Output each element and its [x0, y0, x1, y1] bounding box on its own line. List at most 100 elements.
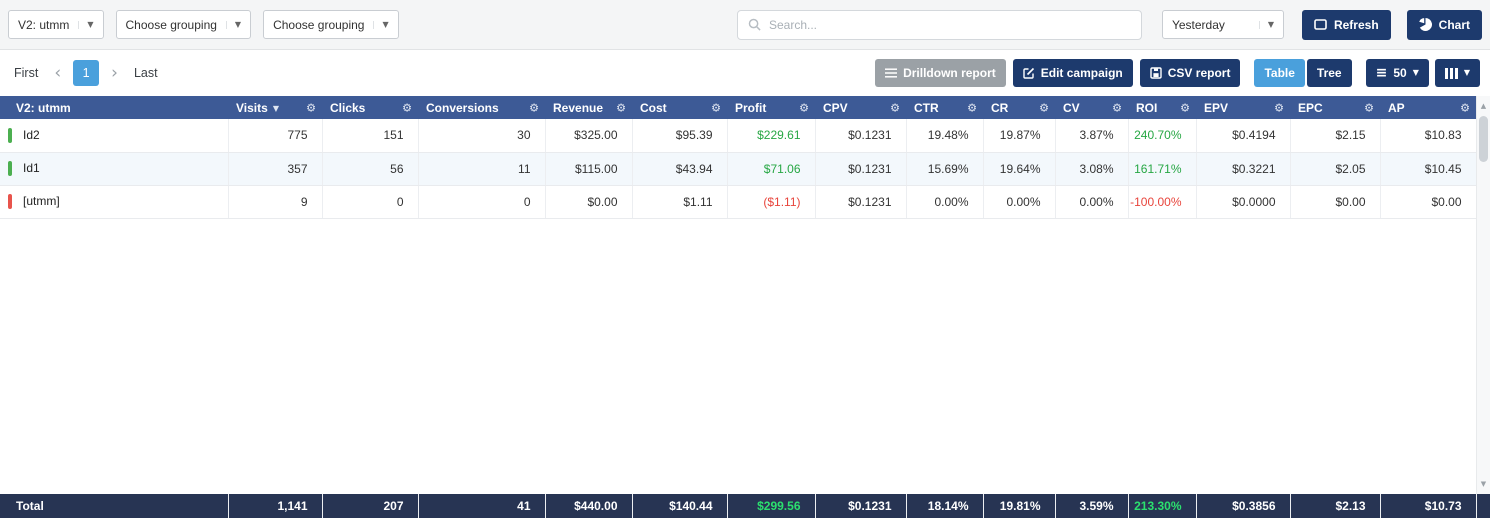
date-range-select[interactable]: Yesterday ▼	[1161, 10, 1284, 39]
total-cr: 19.81%	[983, 494, 1056, 518]
row-name: [utmm]	[23, 193, 60, 208]
cell-cr: 19.64%	[983, 152, 1056, 186]
column-header-epc[interactable]: EPC ⚙	[1290, 96, 1380, 119]
grouping-select-1[interactable]: Choose grouping ▼	[115, 10, 252, 39]
column-header-conversions[interactable]: Conversions ⚙	[418, 96, 545, 119]
total-visits: 1,141	[228, 494, 323, 518]
cell-revenue: $115.00	[545, 152, 633, 186]
table-row[interactable]: [utmm] 9 0 0 $0.00 $1.11 ($1.11) $0.1231 0.00% 0.…	[0, 185, 1477, 219]
column-settings-gear-icon[interactable]: ⚙	[1039, 101, 1049, 114]
actions-bar: First ‹ 1 › Last Drilldown report Edit c…	[0, 50, 1490, 96]
column-settings-gear-icon[interactable]: ⚙	[890, 101, 900, 114]
scrollbar-thumb[interactable]	[1479, 116, 1488, 162]
scroll-down-arrow[interactable]: ▼	[1480, 480, 1487, 488]
columns-button[interactable]: ▼	[1434, 59, 1480, 87]
column-label: CTR	[914, 100, 939, 115]
edit-campaign-button[interactable]: Edit campaign	[1012, 59, 1133, 87]
cell-profit: $229.61	[727, 119, 816, 153]
cell-ctr: 0.00%	[906, 185, 984, 219]
chart-button[interactable]: Chart	[1406, 9, 1482, 40]
column-header-cr[interactable]: CR ⚙	[983, 96, 1055, 119]
grouping-select-2[interactable]: Choose grouping ▼	[263, 10, 399, 39]
cell-epv: $0.0000	[1196, 185, 1291, 219]
column-header-cpv[interactable]: CPV ⚙	[815, 96, 906, 119]
hamburger-icon: ≡	[1375, 65, 1388, 81]
column-header-visits[interactable]: Visits ▼ ⚙	[228, 96, 322, 119]
column-settings-gear-icon[interactable]: ⚙	[402, 101, 412, 114]
column-label: CPV	[823, 100, 848, 115]
column-header-name[interactable]: V2: utmm	[0, 96, 228, 119]
pagination-first[interactable]: First	[14, 66, 39, 80]
cell-cr: 0.00%	[983, 185, 1056, 219]
column-settings-gear-icon[interactable]: ⚙	[711, 101, 721, 114]
column-settings-gear-icon[interactable]: ⚙	[1460, 101, 1470, 114]
chevron-down-icon: ▼	[225, 20, 241, 29]
report-table-area: V2: utmm Visits ▼ ⚙ Clicks ⚙ Conversions ⚙ Reve…	[0, 96, 1490, 494]
column-label: Visits	[236, 100, 268, 115]
table-view-button[interactable]: Table	[1254, 59, 1305, 87]
cell-ap: $10.45	[1380, 152, 1477, 186]
column-settings-gear-icon[interactable]: ⚙	[1274, 101, 1284, 114]
column-header-cv[interactable]: CV ⚙	[1055, 96, 1128, 119]
chevron-down-icon: ▼	[1412, 68, 1419, 77]
column-header-cost[interactable]: Cost ⚙	[632, 96, 727, 119]
pagination-last[interactable]: Last	[133, 66, 158, 80]
tree-view-label: Tree	[1316, 66, 1342, 80]
chevron-down-icon: ▼	[1258, 20, 1274, 29]
table-row[interactable]: Id1 357 56 11 $115.00 $43.94 $71.06 $0.1231 15.6…	[0, 152, 1477, 186]
chevron-down-icon: ▼	[1463, 68, 1470, 77]
report-table: V2: utmm Visits ▼ ⚙ Clicks ⚙ Conversions ⚙ Reve…	[0, 96, 1477, 219]
table-row[interactable]: Id2 775 151 30 $325.00 $95.39 $229.61 $0.1231 19…	[0, 119, 1477, 153]
column-label: CV	[1063, 100, 1080, 115]
refresh-button-label: Refresh	[1333, 17, 1379, 32]
view-toggle: Table Tree	[1254, 59, 1352, 87]
page-size-button[interactable]: ≡ 50 ▼	[1365, 59, 1429, 87]
totals-table: Total 1,141 207 41 $440.00 $140.44 $299.56 $0.1…	[0, 494, 1477, 518]
grouping-select-1-value: Choose grouping	[125, 17, 217, 32]
top-toolbar: V2: utmm ▼ Choose grouping ▼ Choose grou…	[0, 0, 1490, 50]
column-header-ap[interactable]: AP ⚙	[1380, 96, 1476, 119]
scroll-up-arrow[interactable]: ▲	[1480, 102, 1487, 110]
column-header-roi[interactable]: ROI ⚙	[1128, 96, 1196, 119]
refresh-button[interactable]: Refresh	[1301, 9, 1391, 40]
chevron-right-icon[interactable]: ›	[111, 62, 118, 83]
column-header-profit[interactable]: Profit ⚙	[727, 96, 815, 119]
drilldown-report-button[interactable]: Drilldown report	[875, 59, 1006, 87]
column-header-revenue[interactable]: Revenue ⚙	[545, 96, 632, 119]
cell-conversions: 30	[418, 119, 546, 153]
column-settings-gear-icon[interactable]: ⚙	[616, 101, 626, 114]
tree-view-button[interactable]: Tree	[1306, 59, 1352, 87]
pagination-page-1[interactable]: 1	[73, 60, 100, 86]
chevron-left-icon[interactable]: ‹	[54, 62, 62, 83]
cell-profit: $71.06	[727, 152, 816, 186]
column-settings-gear-icon[interactable]: ⚙	[1364, 101, 1374, 114]
column-settings-gear-icon[interactable]: ⚙	[1180, 101, 1190, 114]
column-settings-gear-icon[interactable]: ⚙	[529, 101, 539, 114]
column-settings-gear-icon[interactable]: ⚙	[967, 101, 977, 114]
vertical-scrollbar[interactable]: ▲ ▼	[1476, 96, 1490, 494]
column-settings-gear-icon[interactable]: ⚙	[1112, 101, 1122, 114]
campaign-select-value: V2: utmm	[18, 17, 70, 32]
total-revenue: $440.00	[545, 494, 633, 518]
campaign-select[interactable]: V2: utmm ▼	[8, 10, 104, 39]
column-settings-gear-icon[interactable]: ⚙	[799, 101, 809, 114]
column-header-ctr[interactable]: CTR ⚙	[906, 96, 983, 119]
cell-roi: 161.71%	[1128, 152, 1197, 186]
columns-icon	[1444, 67, 1458, 79]
page-size-value: 50	[1393, 66, 1407, 80]
column-header-clicks[interactable]: Clicks ⚙	[322, 96, 418, 119]
table-controls: ≡ 50 ▼ ▼	[1365, 59, 1480, 87]
total-row: Total 1,141 207 41 $440.00 $140.44 $299.56 $0.1…	[0, 494, 1477, 518]
cell-ap: $0.00	[1380, 185, 1477, 219]
csv-file-icon	[1150, 67, 1162, 79]
csv-report-button[interactable]: CSV report	[1139, 59, 1241, 87]
column-settings-gear-icon[interactable]: ⚙	[306, 101, 316, 114]
column-header-epv[interactable]: EPV ⚙	[1196, 96, 1290, 119]
chart-button-label: Chart	[1438, 17, 1470, 32]
column-label: Clicks	[330, 100, 366, 115]
cell-cost: $1.11	[632, 185, 728, 219]
search-input[interactable]	[768, 17, 1131, 32]
totals-bar: Total 1,141 207 41 $440.00 $140.44 $299.56 $0.1…	[0, 494, 1490, 518]
total-epv: $0.3856	[1196, 494, 1291, 518]
